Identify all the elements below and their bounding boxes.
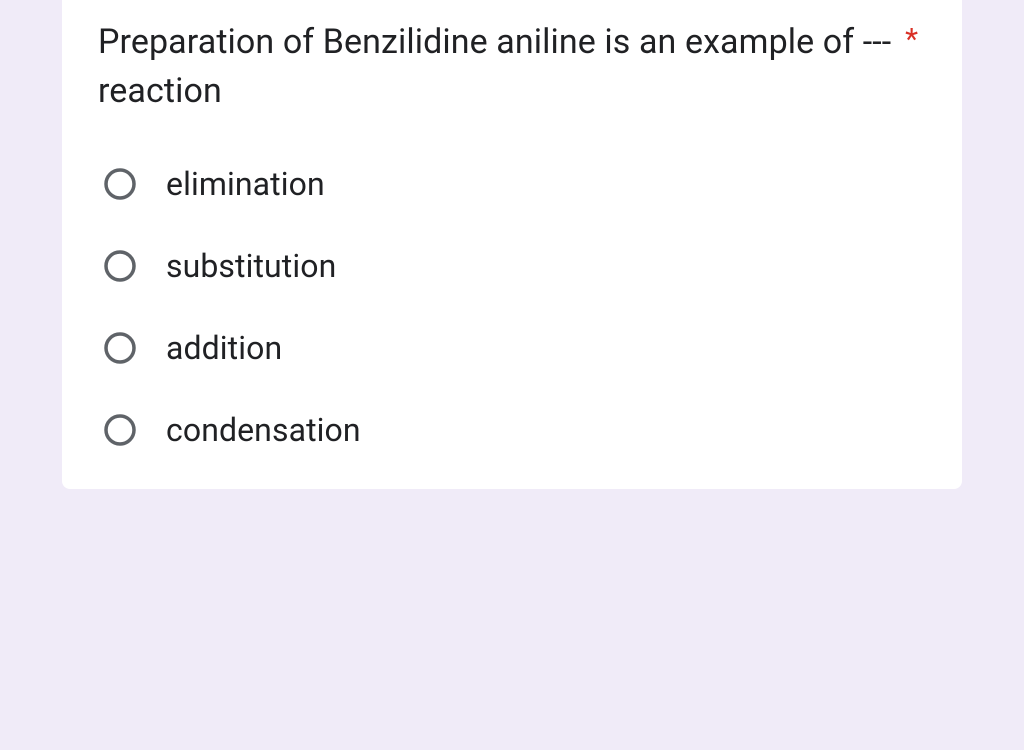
option-condensation[interactable]: condensation [102, 411, 926, 449]
option-substitution[interactable]: substitution [102, 247, 926, 285]
radio-unchecked-icon [102, 166, 138, 202]
question-card: Preparation of Benzilidine aniline is an… [62, 0, 962, 489]
radio-unchecked-icon [102, 330, 138, 366]
question-text: Preparation of Benzilidine aniline is an… [98, 18, 893, 117]
option-label: substitution [166, 247, 336, 285]
question-row: Preparation of Benzilidine aniline is an… [98, 18, 926, 117]
radio-unchecked-icon [102, 412, 138, 448]
radio-unchecked-icon [102, 248, 138, 284]
option-elimination[interactable]: elimination [102, 165, 926, 203]
option-label: condensation [166, 411, 361, 449]
option-label: elimination [166, 165, 325, 203]
options-group: elimination substitution addition [98, 165, 926, 449]
option-label: addition [166, 329, 282, 367]
required-asterisk-icon: * [905, 18, 926, 58]
option-addition[interactable]: addition [102, 329, 926, 367]
